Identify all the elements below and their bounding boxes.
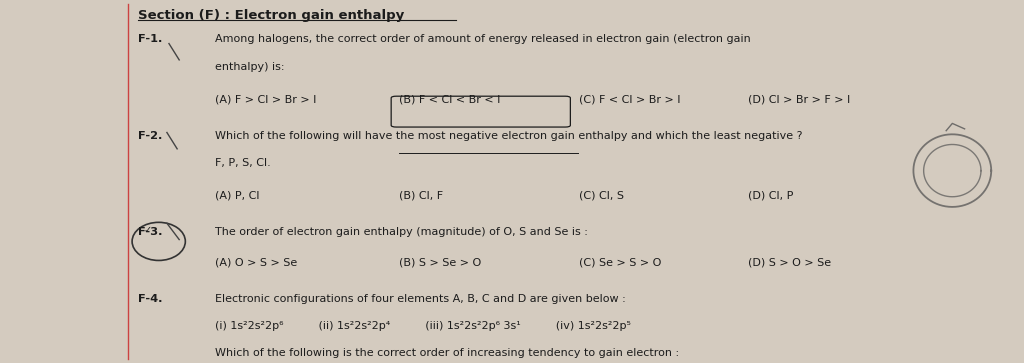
Text: F-4.: F-4. — [138, 294, 163, 304]
Text: (i) 1s²2s²2p⁶          (ii) 1s²2s²2p⁴          (iii) 1s²2s²2p⁶ 3s¹          (iv): (i) 1s²2s²2p⁶ (ii) 1s²2s²2p⁴ (iii) 1s²2s… — [215, 321, 631, 331]
Text: (B) F < Cl < Br < I: (B) F < Cl < Br < I — [399, 94, 501, 105]
Text: (B) Cl, F: (B) Cl, F — [399, 191, 443, 201]
Text: F-2.: F-2. — [138, 131, 163, 141]
Text: (A) F > Cl > Br > I: (A) F > Cl > Br > I — [215, 94, 316, 105]
Text: F, P, S, Cl.: F, P, S, Cl. — [215, 158, 270, 168]
Text: The order of electron gain enthalpy (magnitude) of O, S and Se is :: The order of electron gain enthalpy (mag… — [215, 227, 588, 237]
Text: (A) O > S > Se: (A) O > S > Se — [215, 258, 297, 268]
Text: ✓: ✓ — [143, 225, 152, 235]
Text: (A) P, Cl: (A) P, Cl — [215, 191, 259, 201]
Text: (C) Cl, S: (C) Cl, S — [579, 191, 624, 201]
Text: (D) Cl > Br > F > I: (D) Cl > Br > F > I — [748, 94, 850, 105]
Text: enthalpy) is:: enthalpy) is: — [215, 62, 285, 72]
Text: Electronic configurations of four elements A, B, C and D are given below :: Electronic configurations of four elemen… — [215, 294, 626, 304]
Text: Which of the following is the correct order of increasing tendency to gain elect: Which of the following is the correct or… — [215, 348, 679, 359]
Text: F-3.: F-3. — [138, 227, 163, 237]
Text: (D) S > O > Se: (D) S > O > Se — [748, 258, 830, 268]
Text: Among halogens, the correct order of amount of energy released in electron gain : Among halogens, the correct order of amo… — [215, 34, 751, 45]
Text: F-1.: F-1. — [138, 34, 163, 45]
Text: (C) F < Cl > Br > I: (C) F < Cl > Br > I — [579, 94, 680, 105]
Text: (B) S > Se > O: (B) S > Se > O — [399, 258, 481, 268]
Text: (D) Cl, P: (D) Cl, P — [748, 191, 793, 201]
Text: Which of the following will have the most negative electron gain enthalpy and wh: Which of the following will have the mos… — [215, 131, 803, 141]
Text: Section (F) : Electron gain enthalpy: Section (F) : Electron gain enthalpy — [138, 9, 404, 22]
Text: (C) Se > S > O: (C) Se > S > O — [579, 258, 660, 268]
